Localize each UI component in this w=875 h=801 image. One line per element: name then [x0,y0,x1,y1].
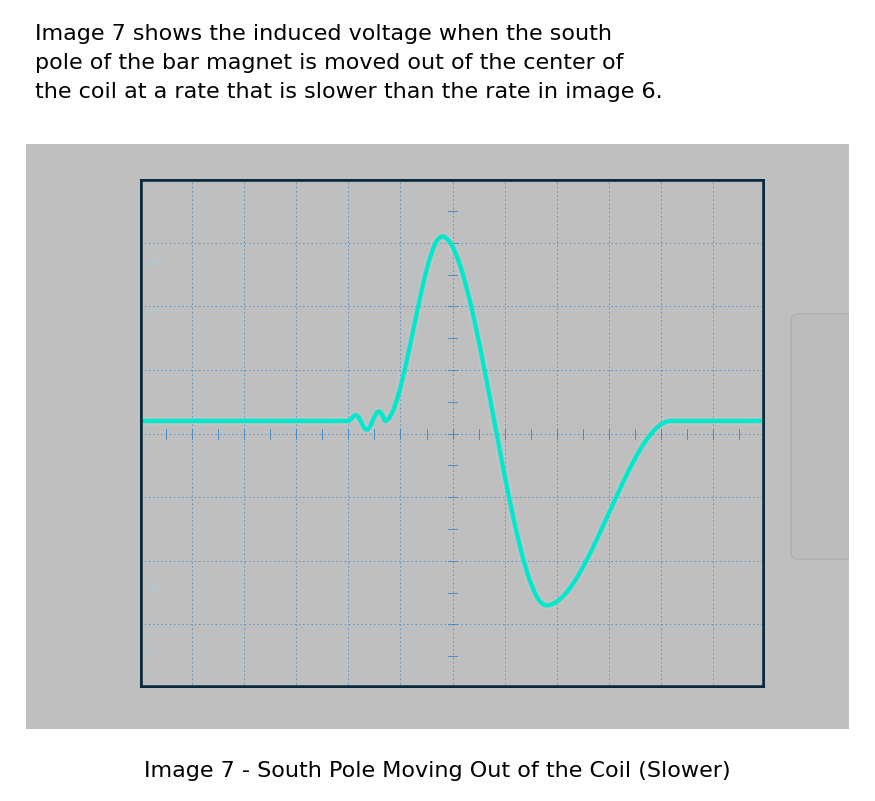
Text: Image 7 shows the induced voltage when the south
pole of the bar magnet is moved: Image 7 shows the induced voltage when t… [35,24,662,102]
Text: Image 7 - South Pole Moving Out of the Coil (Slower): Image 7 - South Pole Moving Out of the C… [144,761,731,781]
Text: 0n: 0n [150,650,159,659]
FancyBboxPatch shape [22,141,853,732]
Text: 10: 10 [150,585,159,594]
FancyBboxPatch shape [791,314,865,559]
Text: 100: 100 [150,259,164,268]
Text: 90: 90 [150,308,159,317]
